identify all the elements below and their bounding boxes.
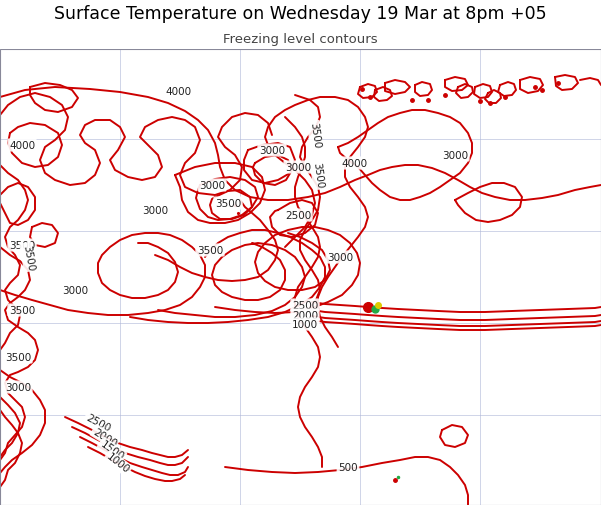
Text: 3500: 3500 <box>197 245 223 256</box>
Text: 3000: 3000 <box>285 163 311 173</box>
Text: 1000: 1000 <box>292 319 318 329</box>
Text: Freezing level contours: Freezing level contours <box>223 32 378 45</box>
Text: 1500: 1500 <box>99 438 126 462</box>
Text: 1000: 1000 <box>105 451 132 475</box>
Text: 3000: 3000 <box>62 285 88 295</box>
Text: 4000: 4000 <box>165 87 191 97</box>
Text: 3000: 3000 <box>199 181 225 190</box>
Text: 3000: 3000 <box>142 206 168 216</box>
Text: 4000: 4000 <box>342 159 368 169</box>
Text: 2000: 2000 <box>91 426 119 448</box>
Text: 3500: 3500 <box>215 198 241 209</box>
Text: 3500: 3500 <box>9 306 35 316</box>
Text: 3000: 3000 <box>259 146 285 156</box>
Text: 3500: 3500 <box>9 240 35 250</box>
Text: 500: 500 <box>338 462 358 472</box>
Text: 2500: 2500 <box>292 300 318 311</box>
Text: 3500: 3500 <box>308 122 322 149</box>
Text: 3500: 3500 <box>5 352 31 362</box>
Text: 2500: 2500 <box>285 211 311 221</box>
Text: 2000: 2000 <box>292 311 318 320</box>
Text: 3000: 3000 <box>327 252 353 263</box>
Text: 4000: 4000 <box>9 141 35 150</box>
Text: 3500: 3500 <box>21 244 35 271</box>
Text: 3000: 3000 <box>5 382 31 392</box>
Text: Surface Temperature on Wednesday 19 Mar at 8pm +05: Surface Temperature on Wednesday 19 Mar … <box>54 5 547 23</box>
Text: 3500: 3500 <box>311 162 325 189</box>
Text: 3000: 3000 <box>442 150 468 161</box>
Text: 2500: 2500 <box>84 413 112 434</box>
